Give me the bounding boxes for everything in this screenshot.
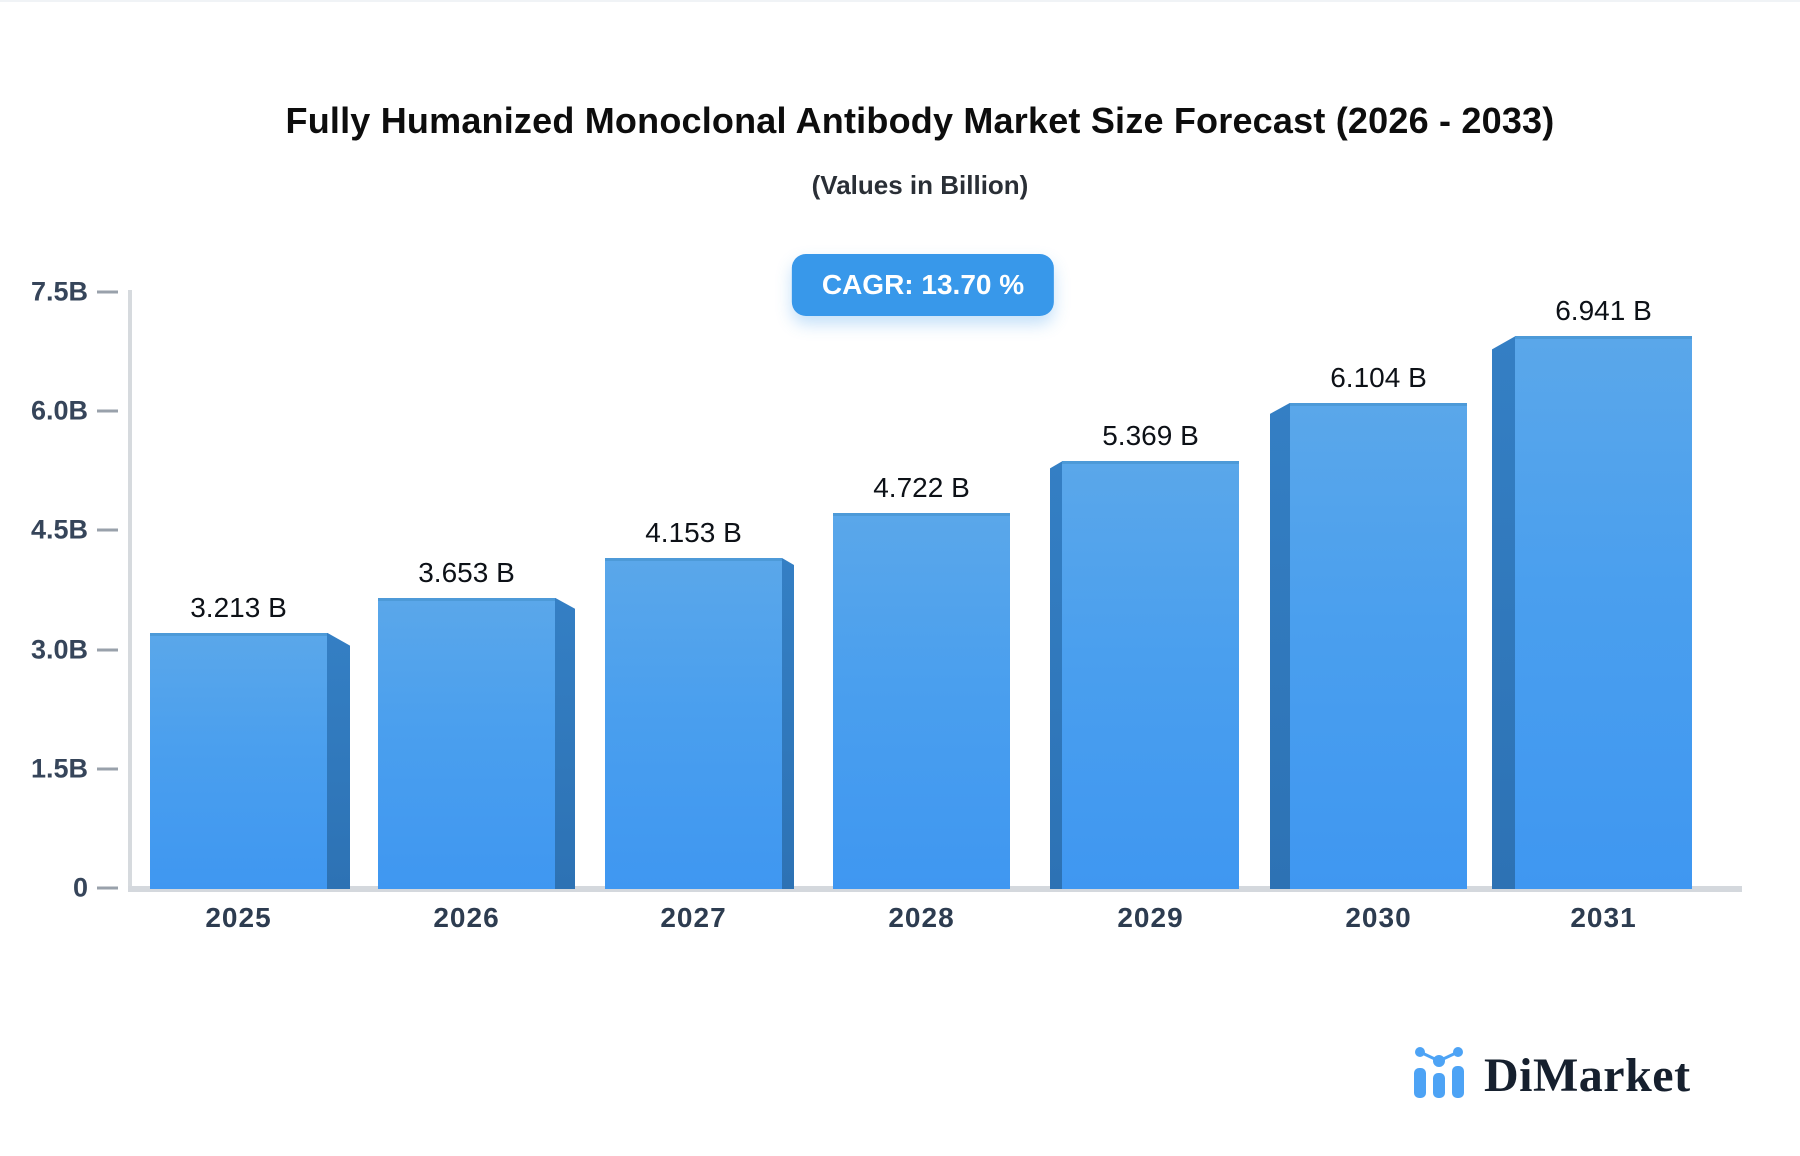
y-tick-mark [97, 528, 118, 532]
brand-logo: DiMarket [1408, 1044, 1691, 1100]
x-tick-label: 2026 [433, 902, 500, 933]
bar-2026 [378, 597, 555, 889]
y-tick-mark [97, 290, 118, 294]
bar-value-label: 3.213 B [190, 591, 287, 623]
bar-value-label: 4.153 B [645, 516, 742, 548]
bar-2025 [150, 632, 327, 889]
bar-3d-side-2025 [327, 632, 350, 889]
bar-3d-side-2027 [782, 557, 794, 889]
bar-line-chart-icon [1414, 1047, 1464, 1098]
x-tick-label: 2027 [660, 902, 727, 933]
brand-name: DiMarket [1484, 1049, 1691, 1102]
chart-subtitle: (Values in Billion) [811, 170, 1029, 200]
bar-2031 [1515, 336, 1692, 889]
bar-3d-side-2030 [1270, 402, 1290, 889]
y-axis-line [128, 290, 132, 890]
x-tick-label: 2029 [1117, 902, 1184, 933]
chart-title: Fully Humanized Monoclonal Antibody Mark… [285, 100, 1555, 141]
y-tick-mark [97, 648, 118, 652]
x-tick-label: 2030 [1345, 902, 1412, 933]
y-tick-label: 7.5B [30, 276, 88, 307]
x-tick-label: 2031 [1570, 902, 1637, 933]
bar-value-label: 6.104 B [1330, 361, 1427, 393]
bar-2027 [605, 557, 782, 889]
y-tick-label: 4.5B [30, 514, 88, 545]
bar-3d-side-2026 [555, 597, 575, 889]
y-tick-mark [97, 409, 118, 413]
bar-value-label: 5.369 B [1102, 420, 1199, 452]
x-axis-baseline [128, 886, 1742, 892]
y-tick-label: 0 [72, 872, 88, 903]
bar-3d-side-2029 [1050, 461, 1062, 889]
bar-2030 [1290, 402, 1467, 889]
y-tick-label: 1.5B [30, 753, 88, 784]
y-tick-mark [97, 767, 118, 771]
cagr-badge: CAGR: 13.70 % [791, 254, 1055, 316]
x-tick-label: 2028 [888, 902, 955, 933]
bar-value-label: 4.722 B [873, 471, 970, 503]
bar-value-label: 6.941 B [1555, 295, 1652, 327]
y-tick-label: 6.0B [30, 395, 88, 426]
bar-3d-side-2031 [1492, 336, 1515, 889]
bar-2029 [1062, 461, 1239, 889]
bar-value-label: 3.653 B [418, 556, 515, 588]
x-tick-label: 2025 [205, 902, 272, 933]
y-tick-label: 3.0B [30, 634, 88, 665]
bar-2028 [833, 512, 1010, 889]
y-tick-mark [97, 886, 118, 890]
